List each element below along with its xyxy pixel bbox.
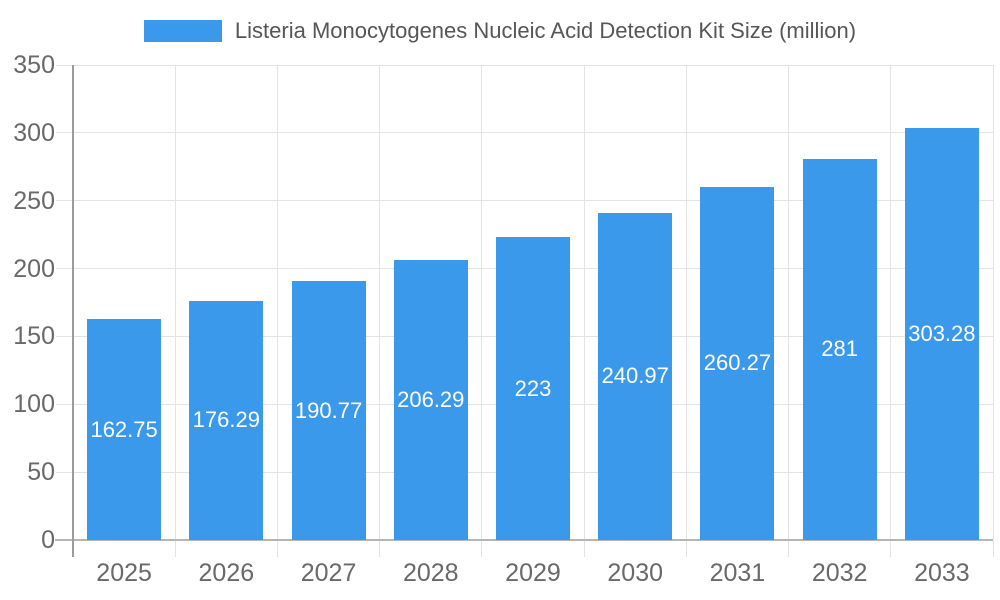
x-axis-tick [481, 541, 483, 557]
legend-item[interactable]: Listeria Monocytogenes Nucleic Acid Dete… [143, 18, 857, 44]
y-axis-label: 50 [27, 458, 55, 487]
x-axis-label: 2028 [402, 559, 459, 587]
gridline-vertical [583, 65, 585, 540]
y-axis-tick [56, 335, 73, 337]
y-axis-label: 150 [13, 322, 55, 351]
bar-value-label: 206.29 [397, 387, 465, 412]
x-axis-label: 2032 [811, 559, 868, 587]
gridline-vertical [890, 65, 892, 540]
gridline-horizontal [73, 64, 993, 66]
gridline-horizontal [73, 200, 993, 202]
y-axis-label: 350 [13, 51, 55, 79]
x-axis-line [55, 539, 993, 541]
y-axis-label: 0 [41, 526, 55, 554]
y-axis-tick [56, 471, 73, 473]
gridline-vertical [481, 65, 483, 540]
bar[interactable]: 260.27 [700, 186, 775, 540]
bar-value-label: 176.29 [192, 407, 260, 433]
x-axis-label: 2029 [505, 559, 561, 587]
bar[interactable]: 162.75 [87, 319, 162, 540]
gridline-vertical [992, 65, 994, 540]
bar-value-label: 260.27 [703, 350, 772, 376]
y-axis-line [72, 65, 74, 557]
gridline-vertical [685, 65, 687, 540]
bar[interactable]: 190.77 [291, 281, 366, 540]
x-axis-tick [992, 541, 994, 557]
x-axis-tick [890, 541, 892, 557]
gridline-vertical [276, 65, 278, 540]
y-axis-label: 200 [13, 254, 55, 283]
x-axis-tick [583, 541, 585, 557]
y-axis-tick [56, 268, 73, 270]
legend-label: Listeria Monocytogenes Nucleic Acid Dete… [234, 18, 857, 43]
legend-color-swatch-icon [143, 20, 222, 42]
x-axis-label: 2033 [914, 559, 970, 587]
x-axis-label: 2030 [607, 559, 664, 587]
bar-value-label: 190.77 [294, 397, 363, 423]
y-axis-label: 300 [13, 118, 55, 147]
x-axis-label: 2026 [198, 559, 255, 587]
y-axis-tick [56, 132, 73, 134]
bar-value-label: 303.28 [908, 321, 976, 347]
gridline-vertical [788, 65, 790, 540]
bar-value-label: 162.75 [90, 416, 158, 442]
x-axis-label: 2027 [300, 559, 357, 587]
legend: Listeria Monocytogenes Nucleic Acid Dete… [0, 18, 1000, 44]
x-axis-tick [685, 541, 687, 557]
bar[interactable]: 240.97 [598, 212, 673, 540]
x-axis-tick [788, 541, 790, 557]
bar[interactable]: 303.28 [904, 128, 979, 540]
bar[interactable]: 176.29 [189, 300, 264, 540]
plot-area: 0 50 100 150 200 250 300 350 162.75 2025 176.29 202… [13, 51, 994, 587]
bar-value-label: 281 [821, 336, 859, 362]
bar-value-label: 223 [514, 375, 552, 401]
x-axis-tick [379, 541, 381, 557]
y-axis-tick [56, 403, 73, 405]
bar[interactable]: 206.29 [393, 260, 468, 540]
x-axis-label: 2031 [709, 559, 766, 587]
gridline-vertical [174, 65, 176, 540]
x-axis-tick [174, 541, 176, 557]
x-axis-tick [276, 541, 278, 557]
y-axis-label: 100 [13, 390, 55, 419]
y-axis-label: 250 [13, 186, 55, 215]
x-axis-label: 2025 [96, 559, 152, 587]
bar-value-label: 240.97 [601, 363, 669, 389]
bar[interactable]: 223 [496, 237, 570, 540]
y-axis-tick [56, 200, 73, 202]
y-axis-tick [56, 64, 73, 66]
gridline-vertical [379, 65, 381, 540]
bar[interactable]: 281 [802, 158, 877, 540]
gridline-horizontal [73, 132, 993, 134]
